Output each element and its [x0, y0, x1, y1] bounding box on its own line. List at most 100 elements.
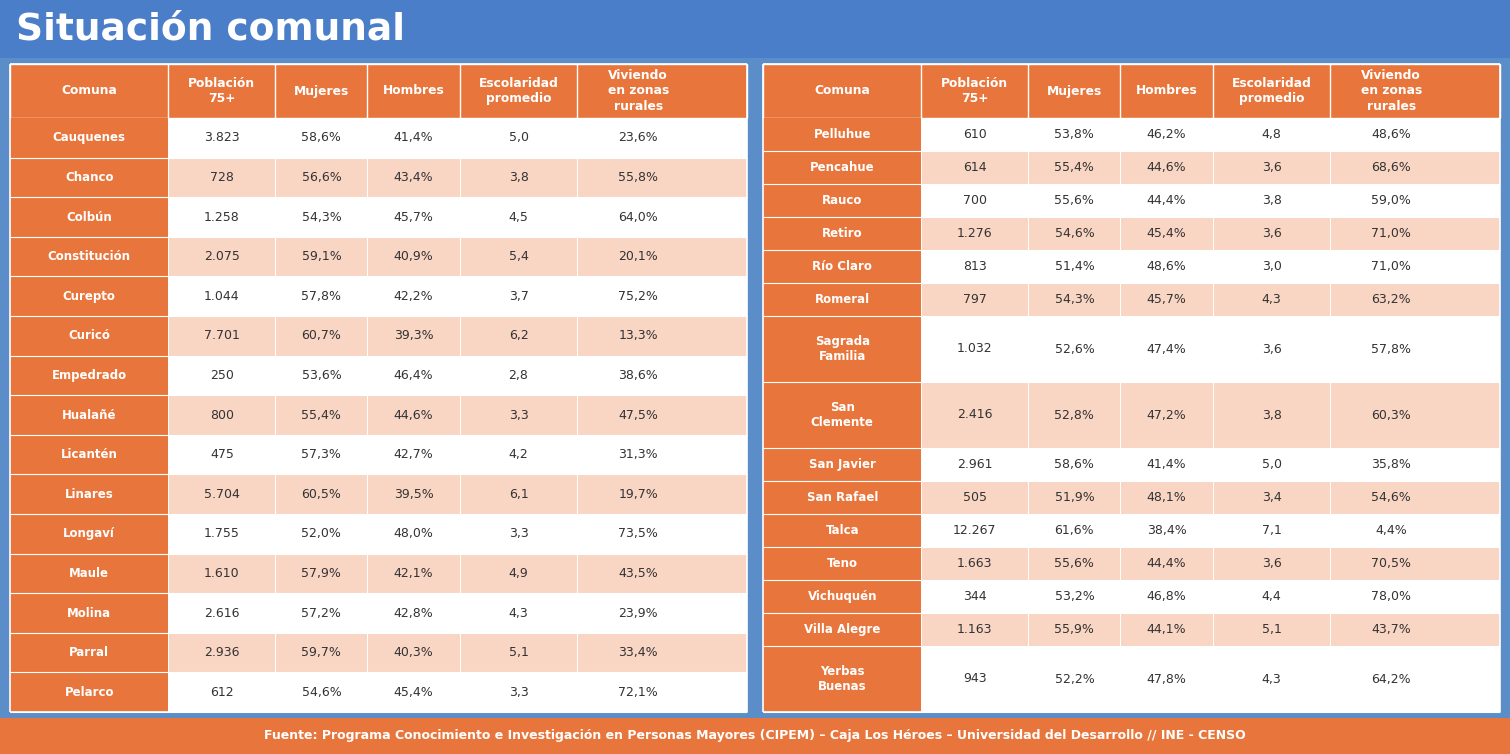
Text: 60,5%: 60,5%	[302, 488, 341, 501]
Text: 45,7%: 45,7%	[394, 210, 433, 223]
Text: 43,7%: 43,7%	[1371, 623, 1412, 636]
Text: Pelarco: Pelarco	[65, 685, 113, 699]
Bar	[11, 198, 169, 237]
Text: 614: 614	[963, 161, 986, 174]
Text: 60,3%: 60,3%	[1371, 409, 1412, 421]
Text: 44,4%: 44,4%	[1146, 557, 1187, 570]
Text: 45,7%: 45,7%	[1146, 293, 1187, 306]
Bar	[763, 250, 1499, 283]
Text: 3,3: 3,3	[509, 685, 528, 699]
Text: Mujeres: Mujeres	[294, 84, 349, 97]
Text: 5.704: 5.704	[204, 488, 240, 501]
Bar	[11, 474, 169, 514]
Text: 1.663: 1.663	[957, 557, 992, 570]
Text: Talca: Talca	[826, 524, 859, 537]
Text: 72,1%: 72,1%	[619, 685, 658, 699]
Text: 52,8%: 52,8%	[1054, 409, 1095, 421]
Text: Pelluhue: Pelluhue	[814, 128, 871, 141]
Text: 47,4%: 47,4%	[1146, 342, 1187, 355]
Bar	[11, 593, 169, 633]
Bar	[763, 316, 921, 382]
Text: Comuna: Comuna	[62, 84, 118, 97]
Text: 58,6%: 58,6%	[302, 131, 341, 144]
Text: San
Clemente: San Clemente	[811, 401, 874, 429]
Text: Curicó: Curicó	[68, 329, 110, 342]
Text: Vichuquén: Vichuquén	[808, 590, 877, 603]
Text: 800: 800	[210, 409, 234, 421]
Text: 813: 813	[963, 260, 986, 273]
Text: 12.267: 12.267	[953, 524, 997, 537]
Text: 57,2%: 57,2%	[302, 606, 341, 620]
Text: Viviendo
en zonas
rurales: Viviendo en zonas rurales	[1361, 69, 1422, 113]
Text: 41,4%: 41,4%	[1146, 458, 1187, 471]
Text: Parral: Parral	[69, 646, 109, 659]
Bar	[763, 151, 1499, 184]
Text: 4,2: 4,2	[509, 448, 528, 461]
Text: Situación comunal: Situación comunal	[17, 11, 405, 47]
Bar	[0, 0, 1510, 58]
Text: 505: 505	[963, 491, 988, 504]
Text: Comuna: Comuna	[814, 84, 870, 97]
Text: Hombres: Hombres	[382, 84, 444, 97]
Bar	[11, 158, 169, 198]
Text: 1.163: 1.163	[957, 623, 992, 636]
Text: Escolaridad
promedio: Escolaridad promedio	[1232, 77, 1312, 106]
Bar	[763, 448, 921, 481]
Text: 700: 700	[963, 194, 988, 207]
Text: 53,2%: 53,2%	[1054, 590, 1095, 603]
Bar	[11, 593, 747, 633]
Text: 47,2%: 47,2%	[1146, 409, 1187, 421]
Bar	[11, 198, 747, 237]
Text: 70,5%: 70,5%	[1371, 557, 1412, 570]
Bar	[763, 151, 921, 184]
Text: 78,0%: 78,0%	[1371, 590, 1412, 603]
Text: 47,8%: 47,8%	[1146, 673, 1187, 685]
Text: 57,9%: 57,9%	[302, 567, 341, 580]
Text: 41,4%: 41,4%	[394, 131, 433, 144]
Bar	[11, 158, 747, 198]
Text: 2,8: 2,8	[509, 369, 528, 382]
Text: 5,0: 5,0	[1261, 458, 1282, 471]
Bar	[763, 580, 921, 613]
Text: 3,8: 3,8	[1261, 409, 1282, 421]
Text: 44,4%: 44,4%	[1146, 194, 1187, 207]
Text: Empedrado: Empedrado	[51, 369, 127, 382]
Text: 35,8%: 35,8%	[1371, 458, 1412, 471]
Bar	[763, 613, 1499, 646]
Text: 55,6%: 55,6%	[1054, 194, 1095, 207]
Text: 6,1: 6,1	[509, 488, 528, 501]
Text: 51,4%: 51,4%	[1054, 260, 1095, 273]
Text: 55,6%: 55,6%	[1054, 557, 1095, 570]
Text: 55,9%: 55,9%	[1054, 623, 1095, 636]
Bar	[11, 316, 169, 356]
Text: Linares: Linares	[65, 488, 113, 501]
Text: 43,4%: 43,4%	[394, 171, 433, 184]
Text: 31,3%: 31,3%	[619, 448, 658, 461]
Bar	[11, 395, 169, 435]
Text: 3,3: 3,3	[509, 527, 528, 541]
Text: 2.075: 2.075	[204, 250, 240, 263]
Text: 40,3%: 40,3%	[394, 646, 433, 659]
Text: Colbún: Colbún	[66, 210, 112, 223]
Text: 5,1: 5,1	[509, 646, 528, 659]
Text: 5,4: 5,4	[509, 250, 528, 263]
Text: Viviendo
en zonas
rurales: Viviendo en zonas rurales	[607, 69, 669, 113]
Text: 46,8%: 46,8%	[1146, 590, 1187, 603]
Text: 47,5%: 47,5%	[619, 409, 658, 421]
Text: 20,1%: 20,1%	[619, 250, 658, 263]
Text: 57,8%: 57,8%	[1371, 342, 1412, 355]
Text: 54,3%: 54,3%	[1054, 293, 1095, 306]
Text: 3,6: 3,6	[1262, 227, 1282, 240]
Text: 57,3%: 57,3%	[302, 448, 341, 461]
Text: 64,2%: 64,2%	[1371, 673, 1412, 685]
Text: 3,8: 3,8	[509, 171, 528, 184]
Text: 7,1: 7,1	[1261, 524, 1282, 537]
Text: 45,4%: 45,4%	[394, 685, 433, 699]
Text: 45,4%: 45,4%	[1146, 227, 1187, 240]
Text: 54,3%: 54,3%	[302, 210, 341, 223]
Text: 60,7%: 60,7%	[302, 329, 341, 342]
Text: 46,4%: 46,4%	[394, 369, 433, 382]
Text: 52,0%: 52,0%	[302, 527, 341, 541]
Bar	[763, 547, 1499, 580]
Bar	[11, 118, 169, 158]
